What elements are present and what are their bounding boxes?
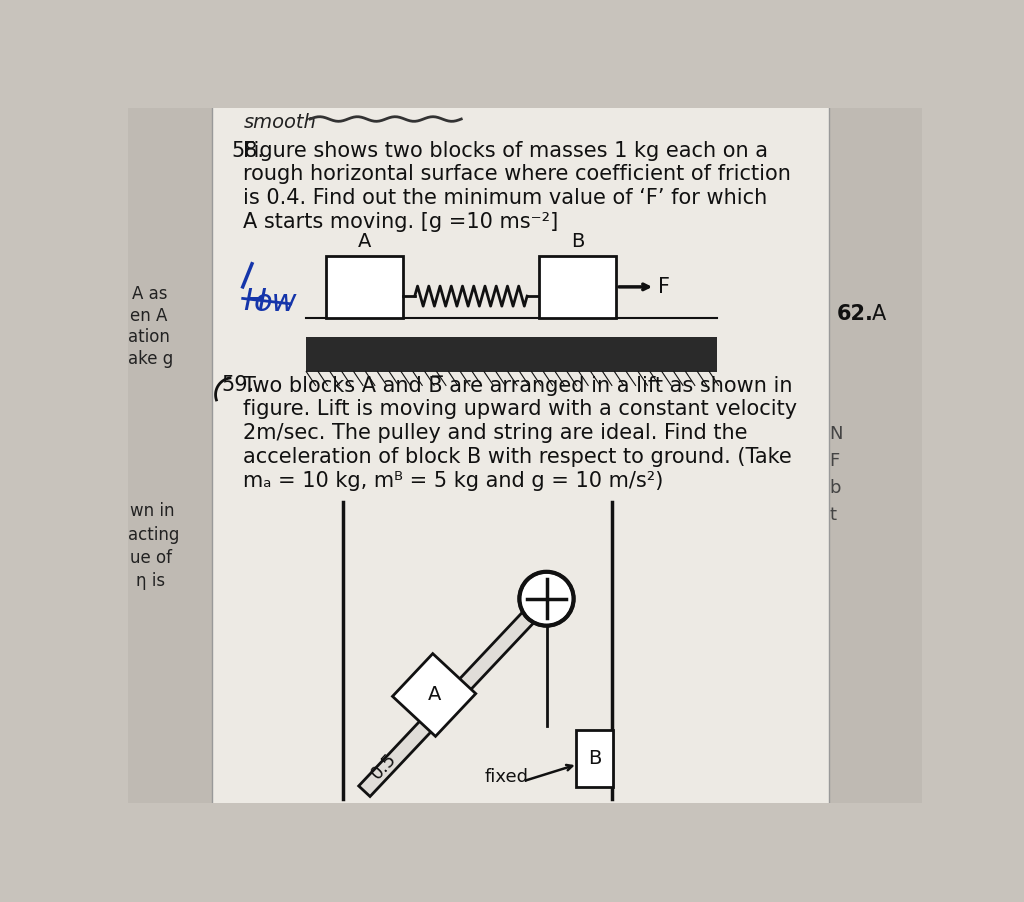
Text: figure. Lift is moving upward with a constant velocity: figure. Lift is moving upward with a con… [243, 400, 797, 419]
Text: 62.: 62. [838, 304, 874, 324]
Polygon shape [358, 605, 541, 796]
Bar [128, 108, 212, 803]
Text: smooth: smooth [245, 113, 317, 132]
Text: B: B [588, 749, 601, 768]
Bar [539, 256, 616, 318]
Text: 0.5: 0.5 [368, 750, 400, 782]
Text: Two blocks A and B̅ are arranged in a lift as shown in: Two blocks A and B̅ are arranged in a li… [243, 375, 793, 396]
Text: ake g: ake g [128, 350, 173, 368]
Text: A: A [357, 233, 371, 252]
Text: fixed: fixed [484, 768, 528, 786]
Text: B: B [570, 233, 584, 252]
Text: acting: acting [128, 526, 179, 544]
Polygon shape [392, 654, 476, 736]
Text: Figure shows two blocks of masses 1 kg each on a: Figure shows two blocks of masses 1 kg e… [243, 141, 768, 161]
Text: en A: en A [130, 307, 168, 325]
Bar [828, 108, 922, 803]
Text: 2m/sec. The pulley and string are ideal. Find the: 2m/sec. The pulley and string are ideal.… [243, 423, 748, 443]
Text: is 0.4. Find out the minimum value of ‘F’ for which: is 0.4. Find out the minimum value of ‘F… [243, 189, 767, 208]
Text: 58.: 58. [231, 141, 264, 161]
Bar [575, 730, 613, 787]
Text: b: b [829, 479, 841, 497]
Text: N: N [829, 426, 843, 444]
Text: A as: A as [132, 285, 167, 303]
Text: H: H [243, 287, 265, 316]
Text: F: F [829, 453, 840, 471]
Bar [212, 108, 828, 803]
Text: A: A [872, 304, 886, 324]
Text: 59.: 59. [221, 375, 254, 395]
Text: acceleration of block B with respect to ground. (Take: acceleration of block B with respect to … [243, 447, 792, 467]
Text: rough horizontal surface where coefficient of friction: rough horizontal surface where coefficie… [243, 164, 791, 184]
Text: mₐ = 10 kg, mᴮ = 5 kg and g = 10 m/s²): mₐ = 10 kg, mᴮ = 5 kg and g = 10 m/s²) [243, 471, 664, 491]
Bar [306, 337, 717, 372]
Bar [326, 256, 403, 318]
Text: F: F [658, 277, 670, 297]
Text: t: t [829, 506, 837, 524]
Text: ation: ation [128, 328, 170, 346]
Text: η is: η is [136, 572, 165, 590]
Text: ue of: ue of [130, 548, 172, 566]
Text: A: A [427, 686, 440, 704]
Text: ow: ow [254, 289, 297, 318]
Circle shape [519, 572, 573, 626]
Text: wn in: wn in [130, 502, 175, 520]
Text: A starts moving. [g =10 ms⁻²]: A starts moving. [g =10 ms⁻²] [243, 212, 558, 232]
